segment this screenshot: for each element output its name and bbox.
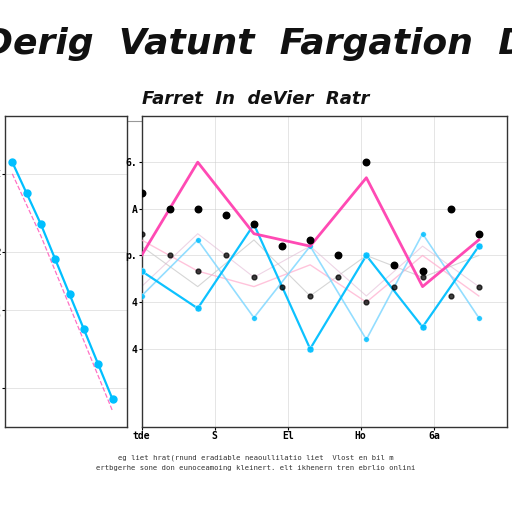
- Point: [222, 251, 230, 260]
- Point: [194, 205, 202, 213]
- Point: [418, 267, 426, 275]
- Point: [362, 158, 371, 166]
- Point: [446, 205, 455, 213]
- Point: [194, 267, 202, 275]
- Point: [137, 189, 145, 197]
- Text: Derig  Vatunt  Fargation  D: Derig Vatunt Fargation D: [0, 27, 512, 61]
- Text: Farret  In  deVier  Ratr: Farret In deVier Ratr: [142, 90, 370, 108]
- Point: [250, 220, 258, 228]
- Point: [165, 251, 174, 260]
- Point: [137, 229, 145, 238]
- Point: [165, 205, 174, 213]
- Point: [222, 211, 230, 219]
- Point: [278, 242, 286, 250]
- Point: [475, 229, 483, 238]
- Point: [306, 292, 314, 300]
- Point: [390, 261, 398, 269]
- Point: [446, 292, 455, 300]
- Point: [334, 273, 343, 282]
- Point: [306, 236, 314, 244]
- Point: [418, 273, 426, 282]
- Point: [334, 251, 343, 260]
- Point: [250, 273, 258, 282]
- Point: [475, 283, 483, 291]
- Point: [390, 283, 398, 291]
- Point: [278, 283, 286, 291]
- Point: [362, 298, 371, 306]
- Text: eg liet hrat(rnund eradiable neaoullilatio liet  Vlost en bil m
ertbgerhe sone d: eg liet hrat(rnund eradiable neaoullilat…: [96, 455, 416, 471]
